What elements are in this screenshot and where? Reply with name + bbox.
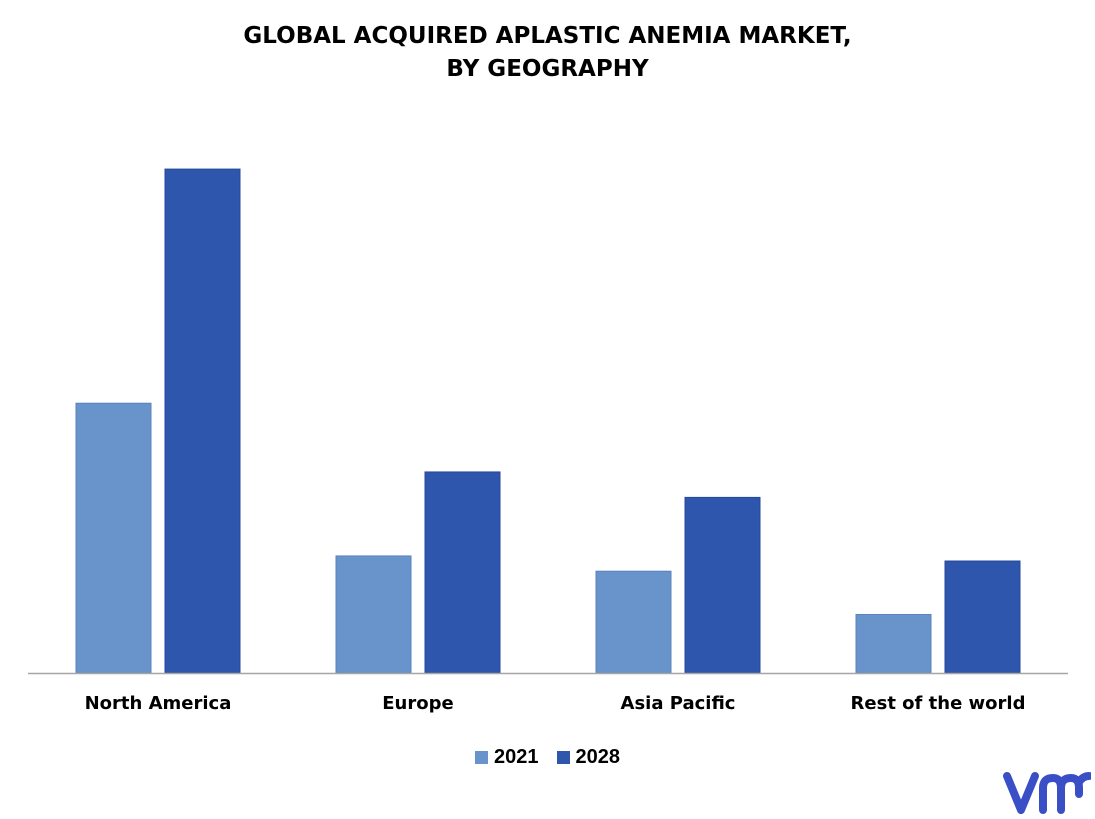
bar-2028-europe (424, 471, 501, 674)
bar-2021-north-america (75, 402, 152, 674)
x-tick-label: Asia Pacific (621, 693, 736, 714)
bar-2021-europe (335, 555, 412, 674)
x-tick-label: North America (85, 693, 232, 714)
legend-swatch-2021 (475, 751, 488, 764)
chart-title-line-2: BY GEOGRAPHY (446, 56, 649, 82)
bar-2028-rest-of-the-world (944, 560, 1021, 674)
chart-title: GLOBAL ACQUIRED APLASTIC ANEMIA MARKET, … (0, 20, 1095, 86)
vmr-logo: vmr (1003, 772, 1091, 814)
bar-2021-asia-pacific (595, 570, 672, 674)
bar-2028-north-america (164, 168, 241, 674)
bar-2021-rest-of-the-world (855, 613, 932, 674)
bar-2028-asia-pacific (684, 496, 761, 674)
x-tick-label: Europe (382, 693, 453, 714)
x-tick-label: Rest of the world (851, 693, 1026, 714)
legend-item-2021: 2021 (475, 746, 539, 769)
legend: 2021 2028 (0, 746, 1095, 769)
legend-label-2021: 2021 (494, 746, 539, 768)
legend-label-2028: 2028 (575, 746, 621, 768)
legend-swatch-2028 (556, 751, 570, 764)
chart-title-line-1: GLOBAL ACQUIRED APLASTIC ANEMIA MARKET, (243, 23, 852, 49)
legend-item-2028: 2028 (556, 746, 621, 769)
